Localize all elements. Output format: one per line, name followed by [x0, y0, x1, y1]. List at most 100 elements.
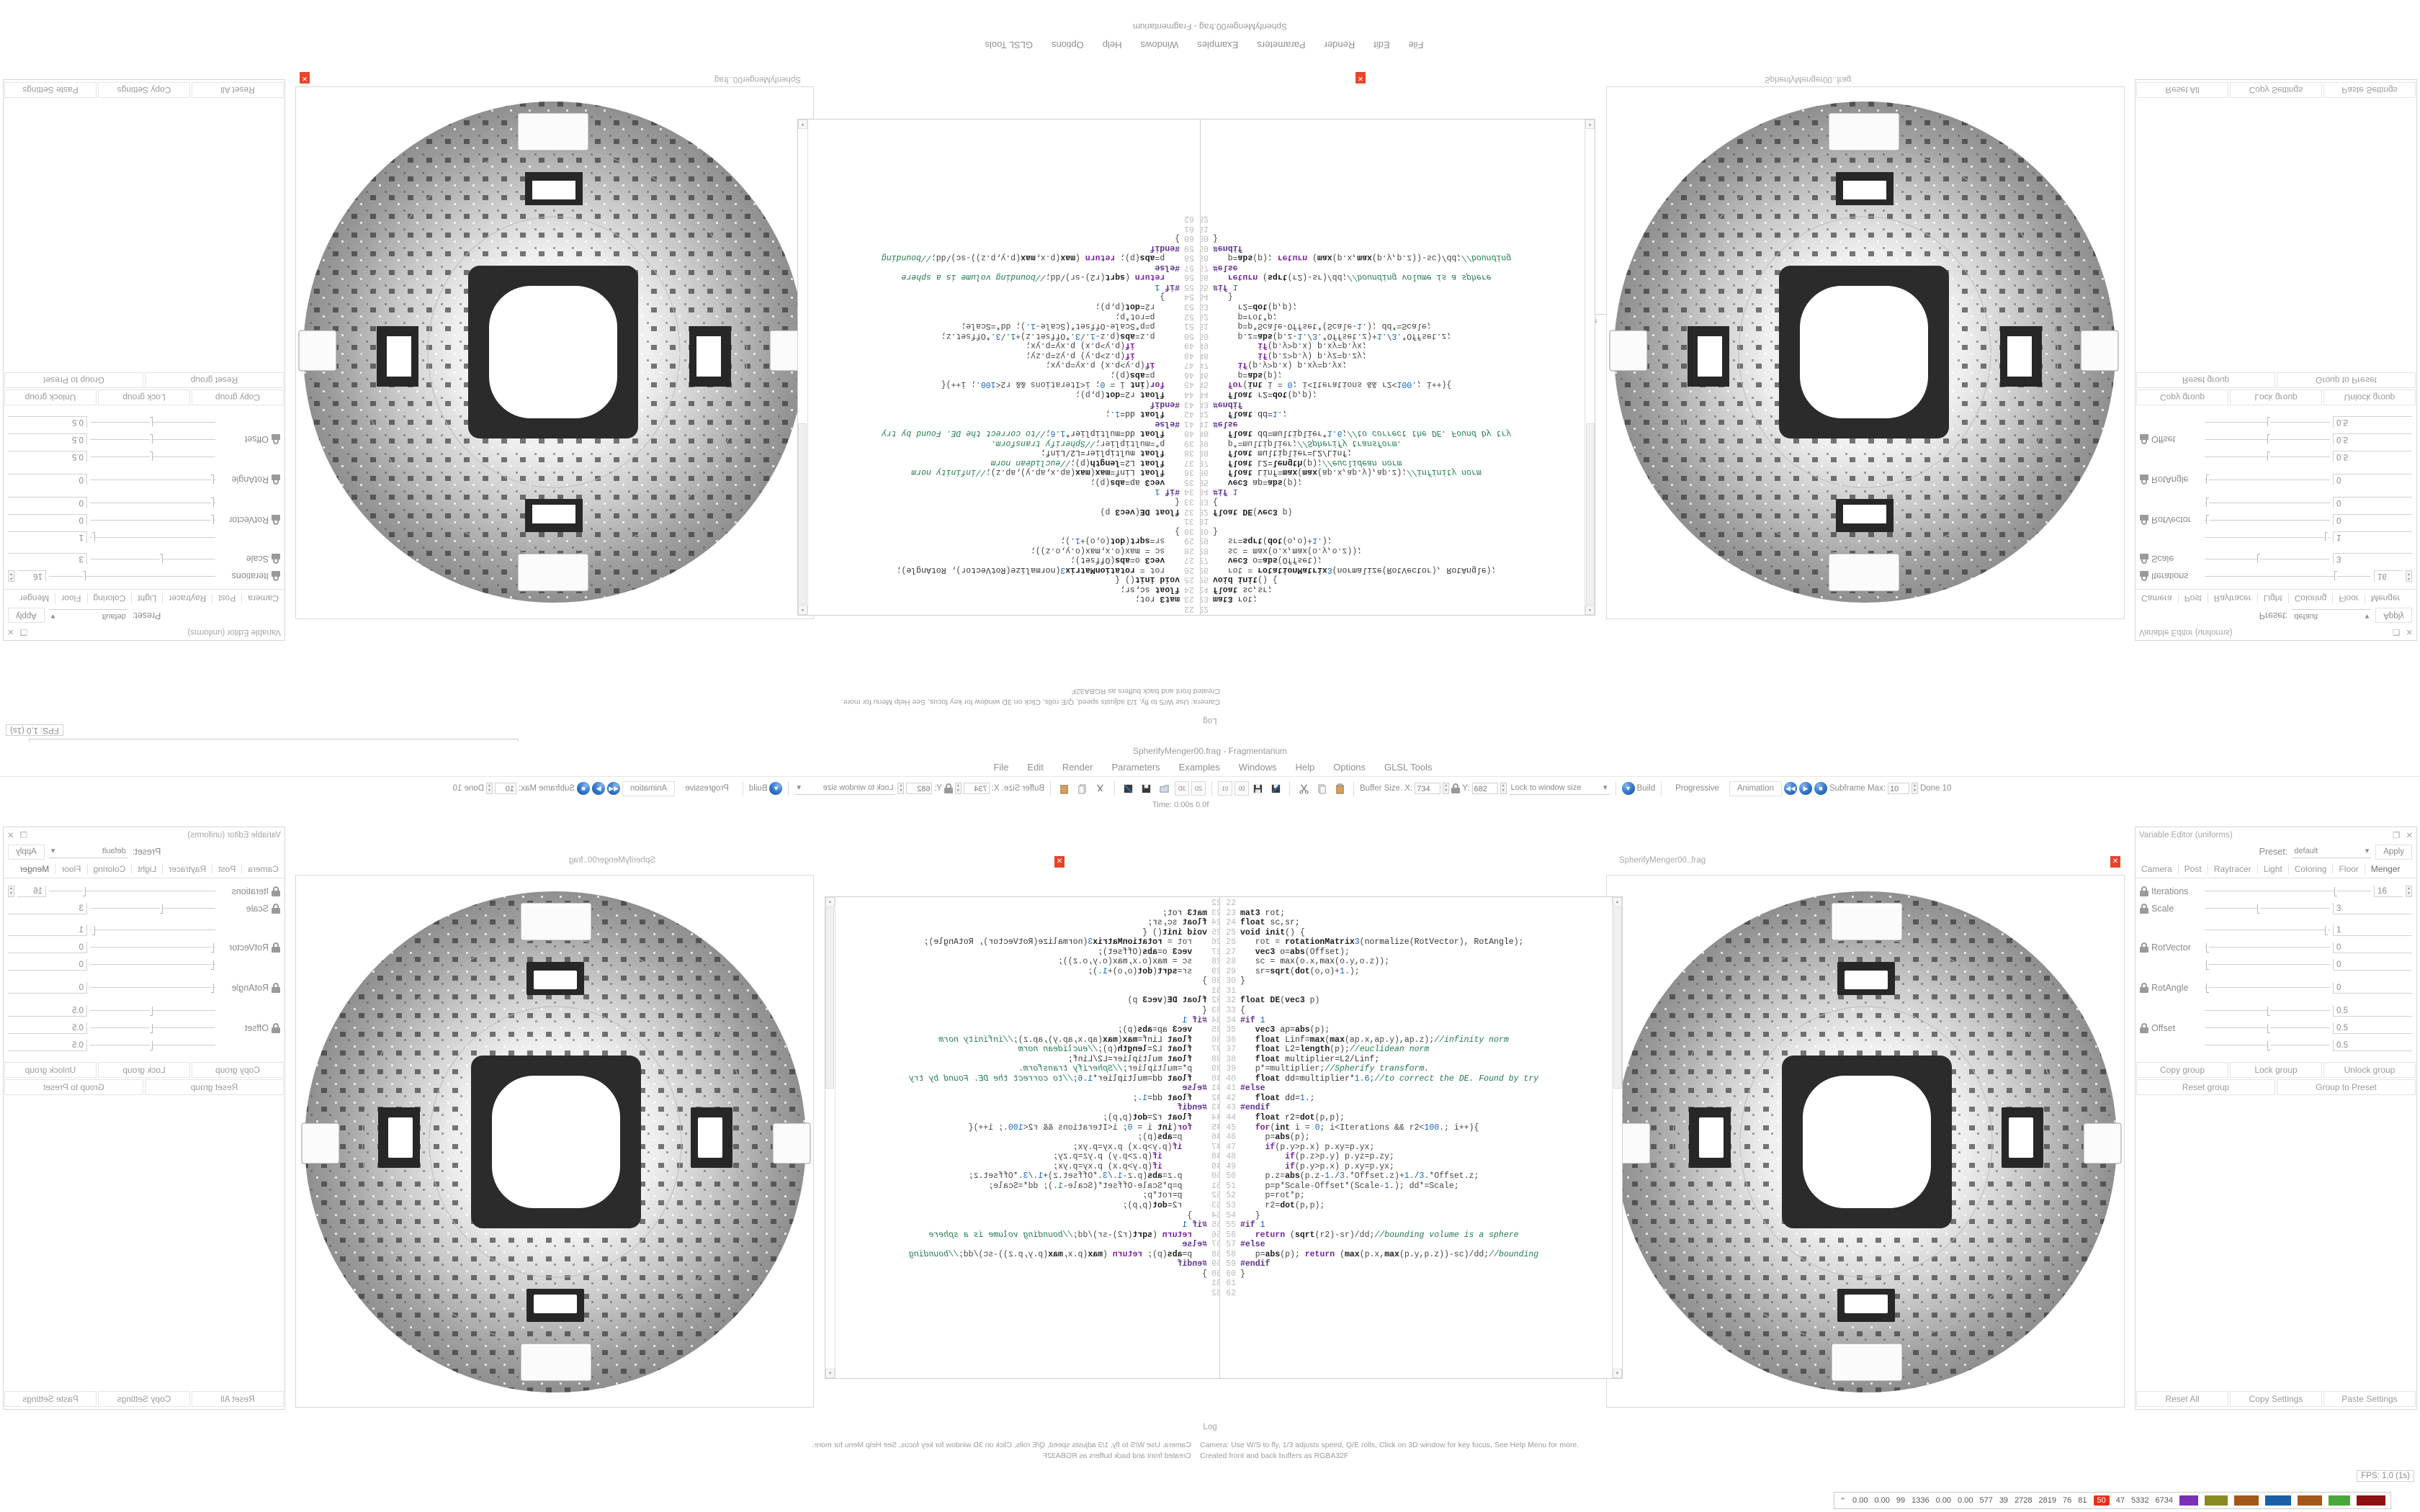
param-slider[interactable]	[2205, 498, 2330, 508]
param-slider[interactable]	[2205, 1023, 2330, 1033]
unlock-group-button[interactable]: Unlock group	[4, 390, 97, 405]
tab-camera[interactable]: Camera	[2136, 593, 2179, 603]
save-icon[interactable]	[1250, 781, 1265, 796]
scroll-down-icon[interactable]: ▼	[798, 120, 807, 129]
param-value[interactable]: 0.5	[2333, 1005, 2412, 1017]
rewind-icon[interactable]: ◀◀	[1783, 782, 1797, 795]
param-value[interactable]: 0.5	[8, 1005, 87, 1017]
lock-icon[interactable]	[272, 983, 280, 993]
view-00-button-mirror[interactable]: 00	[1234, 781, 1249, 796]
param-slider[interactable]	[2205, 1040, 2330, 1050]
tab-light[interactable]: Light	[131, 864, 163, 874]
param-value[interactable]: 3	[2333, 553, 2412, 564]
reset-group-button[interactable]: Reset group	[2136, 1079, 2275, 1095]
tab-menger[interactable]: Menger	[2370, 864, 2401, 874]
buffer-x-stepper-mirror[interactable]: ▲▼	[954, 783, 962, 794]
scroll-up-icon[interactable]: ▲	[798, 606, 807, 615]
lock-icon[interactable]	[2140, 886, 2148, 896]
render-view-upper-right[interactable]	[295, 86, 814, 619]
param-stepper[interactable]: ▲ ▼	[8, 886, 14, 897]
restore-icon[interactable]: ❐	[19, 832, 27, 840]
lock-icon[interactable]	[272, 434, 280, 444]
lock-icon[interactable]	[272, 886, 280, 896]
close-icon[interactable]: ✕	[7, 832, 14, 840]
editor-tab-title[interactable]: SpherifyMenger00..frag	[714, 75, 801, 84]
build-icon-mirror[interactable]: ▼	[769, 782, 783, 795]
param-slider[interactable]	[90, 498, 215, 508]
preset-combo[interactable]: default ▾	[48, 609, 128, 622]
buffer-y-stepper[interactable]: ▲▼	[1500, 783, 1507, 794]
tab-coloring[interactable]: Coloring	[86, 593, 132, 603]
copy-group-button[interactable]: Copy group	[2136, 390, 2228, 405]
play-icon[interactable]: ▶	[1798, 782, 1812, 795]
close-icon[interactable]: ✕	[7, 627, 14, 636]
param-slider[interactable]	[2205, 1006, 2330, 1016]
buffer-lock-icon-mirror[interactable]	[944, 783, 953, 793]
param-value[interactable]: 16	[2374, 886, 2403, 897]
param-value[interactable]: 0.5	[2333, 433, 2412, 445]
code-editor-upper-left[interactable]: 22 23 mat3 rot; 24 float sc,sr; 25 void ini…	[1192, 119, 1595, 616]
lock-group-button[interactable]: Lock group	[2230, 390, 2322, 405]
param-value[interactable]: 0	[2333, 982, 2412, 994]
restore-icon[interactable]: ❐	[19, 627, 27, 636]
system-tray-upper[interactable]: ⌃ 0.00 0.00 99 1336 577 39 2728 2819 76 …	[29, 739, 519, 742]
param-slider[interactable]	[2205, 571, 2371, 581]
tab-post[interactable]: Post	[212, 864, 242, 874]
build-label-mirror[interactable]: Build	[748, 784, 768, 793]
save-icon-mirror[interactable]	[1139, 781, 1155, 796]
param-value[interactable]: 1	[8, 531, 87, 543]
lock-icon[interactable]	[272, 904, 280, 914]
param-value[interactable]: 16	[2374, 570, 2403, 582]
code-scrollbar[interactable]: ▲ ▼	[1612, 897, 1622, 1378]
copy-group-button[interactable]: Copy group	[192, 390, 284, 405]
tab-raytracer[interactable]: Raytracer	[162, 593, 212, 603]
menu-edit[interactable]: Edit	[1027, 762, 1044, 773]
lock-icon[interactable]	[2140, 434, 2148, 444]
menu-help[interactable]: Help	[1102, 40, 1122, 50]
code-scrollbar[interactable]: ▲ ▼	[825, 897, 835, 1378]
menu-glsl-tools[interactable]: GLSL Tools	[1384, 762, 1433, 773]
scroll-down-icon[interactable]: ▼	[825, 1369, 835, 1378]
param-value[interactable]: 0.5	[8, 433, 87, 445]
menu-edit[interactable]: Edit	[1373, 40, 1390, 50]
param-slider[interactable]	[2205, 904, 2330, 914]
param-slider[interactable]	[2205, 417, 2330, 427]
param-value[interactable]: 0.5	[2333, 1040, 2412, 1051]
reset-group-button[interactable]: Reset group	[145, 372, 284, 388]
tab-floor[interactable]: Floor	[2333, 593, 2365, 603]
copy-icon[interactable]	[1314, 781, 1330, 796]
param-value[interactable]: 0.5	[2333, 1022, 2412, 1034]
close-icon[interactable]: ✕	[1054, 856, 1065, 868]
scroll-thumb[interactable]	[798, 423, 807, 605]
param-slider[interactable]	[90, 515, 215, 525]
paste-settings-button[interactable]: Paste Settings	[2323, 1391, 2416, 1407]
buffer-y-input[interactable]: 682	[1471, 783, 1498, 794]
param-slider[interactable]	[90, 983, 215, 993]
menu-examples[interactable]: Examples	[1178, 762, 1220, 773]
group-to-preset-button[interactable]: Group to Preset	[4, 372, 143, 388]
param-value[interactable]: 3	[2333, 903, 2412, 914]
scroll-thumb[interactable]	[1586, 423, 1595, 605]
param-value[interactable]: 1	[2333, 924, 2412, 936]
param-slider[interactable]	[2205, 554, 2330, 564]
scroll-up-icon[interactable]: ▲	[1613, 897, 1622, 906]
param-stepper[interactable]: ▲ ▼	[2406, 886, 2412, 897]
param-value[interactable]: 0	[2333, 514, 2412, 526]
menu-file[interactable]: File	[993, 762, 1009, 773]
render-view-upper-left[interactable]	[1606, 86, 2125, 619]
scroll-up-icon[interactable]: ▲	[1585, 606, 1595, 615]
scroll-up-icon[interactable]: ▲	[825, 897, 835, 906]
param-value[interactable]: 0	[8, 959, 87, 971]
tab-light[interactable]: Light	[2257, 593, 2289, 603]
apply-button[interactable]: Apply	[2375, 844, 2412, 860]
tab-post[interactable]: Post	[2179, 864, 2208, 874]
reset-all-button[interactable]: Reset All	[2136, 1391, 2228, 1407]
param-slider[interactable]	[2205, 451, 2330, 462]
tab-coloring[interactable]: Coloring	[86, 864, 132, 874]
apply-button[interactable]: Apply	[2375, 608, 2412, 624]
lock-icon[interactable]	[2140, 571, 2148, 581]
param-value[interactable]: 0	[8, 514, 87, 526]
param-slider[interactable]	[2205, 983, 2330, 993]
code-editor-lower-right[interactable]: 22 23 mat3 rot; 24 float sc,sr; 25 void ini…	[1219, 896, 1623, 1379]
